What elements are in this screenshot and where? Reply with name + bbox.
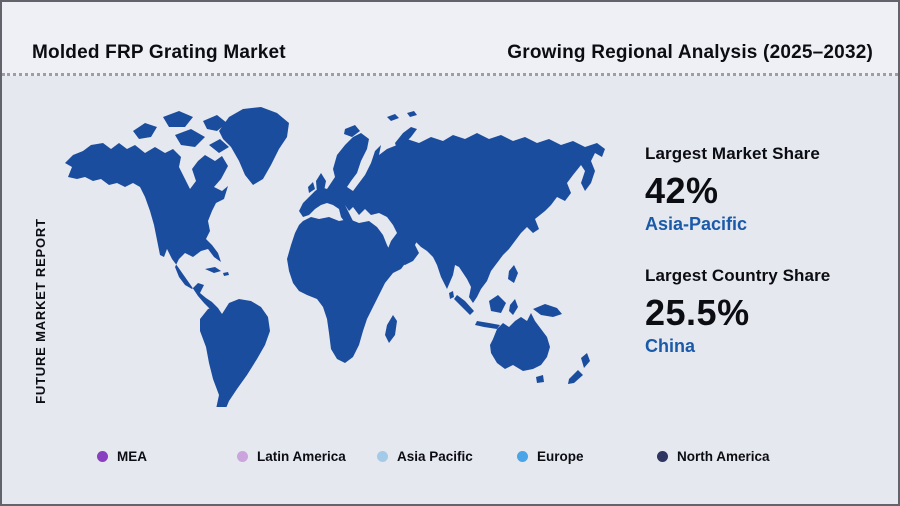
legend-label-latin-america: Latin America <box>257 449 346 464</box>
legend-item-europe: Europe <box>517 449 584 464</box>
legend-label-europe: Europe <box>537 449 584 464</box>
legend-item-asia-pacific: Asia Pacific <box>377 449 473 464</box>
legend-label-north-america: North America <box>677 449 770 464</box>
map-eurasia <box>299 133 605 303</box>
legend-dot-north-america <box>657 451 668 462</box>
legend: MEA Latin America Asia Pacific Europe No… <box>2 449 898 471</box>
map-south-america <box>200 299 270 407</box>
brand-vertical-text: FUTURE MARKET REPORT <box>33 218 48 404</box>
stat-region: Asia-Pacific <box>645 214 748 234</box>
stat-label: Largest Market Share <box>645 144 820 163</box>
stat-label: Largest Country Share <box>645 266 831 285</box>
stat-value: 42% <box>645 170 719 211</box>
map-greenland <box>219 107 289 185</box>
legend-label-mea: MEA <box>117 449 147 464</box>
legend-dot-mea <box>97 451 108 462</box>
legend-label-asia-pacific: Asia Pacific <box>397 449 473 464</box>
map-australia <box>490 313 550 383</box>
world-map <box>57 87 637 407</box>
legend-item-mea: MEA <box>97 449 147 464</box>
legend-dot-europe <box>517 451 528 462</box>
stat-largest-country-share: Largest Country Share 25.5% China <box>645 266 895 357</box>
legend-item-latin-america: Latin America <box>237 449 346 464</box>
world-map-svg <box>65 107 605 407</box>
map-africa <box>287 217 407 363</box>
map-new-zealand <box>568 353 590 384</box>
legend-dot-asia-pacific <box>377 451 388 462</box>
legend-item-north-america: North America <box>657 449 770 464</box>
legend-dot-latin-america <box>237 451 248 462</box>
header: Molded FRP Grating Market Growing Region… <box>2 2 898 76</box>
stat-value: 25.5% <box>645 292 750 333</box>
stat-region: China <box>645 336 696 356</box>
map-arctic-islands <box>133 111 229 153</box>
map-north-america <box>65 143 228 316</box>
page-subtitle: Growing Regional Analysis (2025–2032) <box>507 42 873 63</box>
stat-largest-market-share: Largest Market Share 42% Asia-Pacific <box>645 144 895 235</box>
page-title: Molded FRP Grating Market <box>32 42 286 63</box>
